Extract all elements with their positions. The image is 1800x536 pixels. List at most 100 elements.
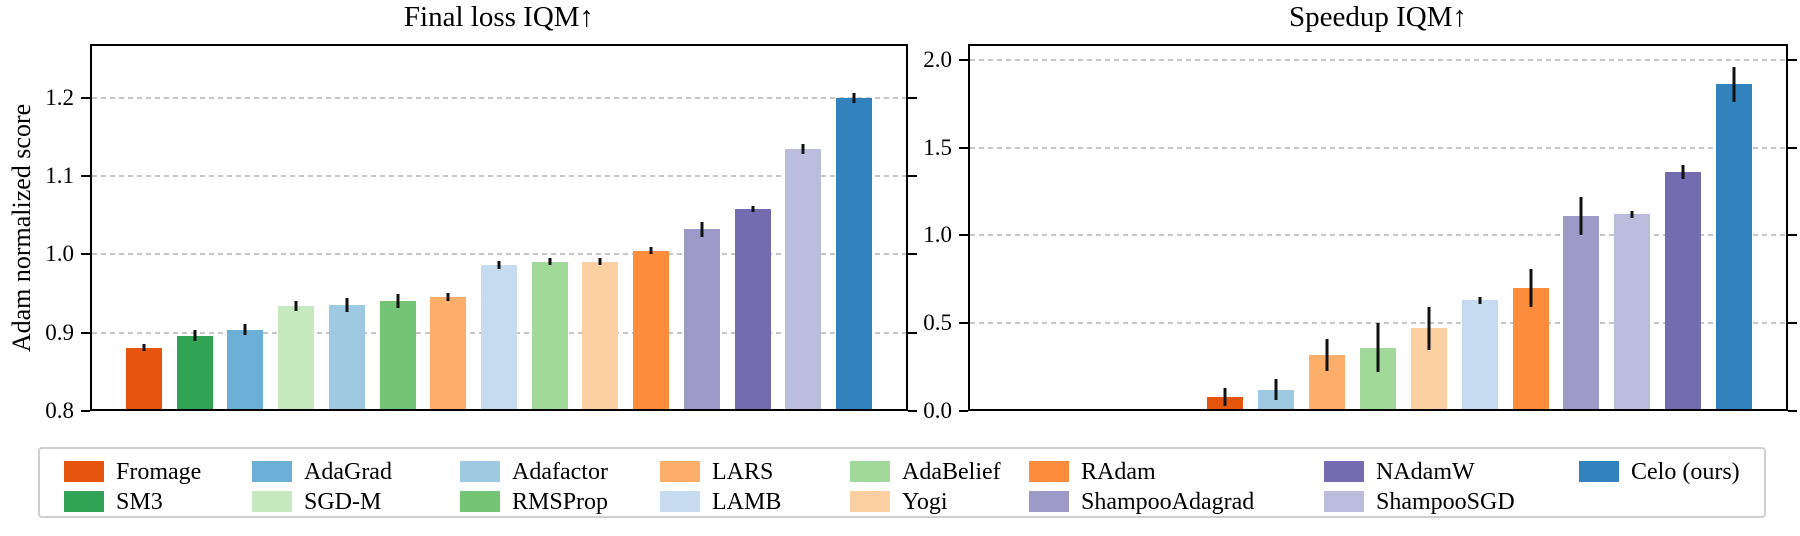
error-bar-celo-ours- (1732, 66, 1736, 102)
bar-adagrad (227, 329, 264, 409)
legend-swatch-lamb (660, 491, 700, 512)
legend-swatch-nadamw (1324, 461, 1364, 482)
legend-swatch-lars (660, 461, 700, 482)
bar-radam (633, 250, 670, 409)
chart-title-final-loss-iqm-: Final loss IQM↑ (403, 1, 595, 33)
tick-mark-right (1788, 322, 1797, 325)
error-bar-shampooadagrad (1579, 196, 1583, 236)
legend-label: LARS (712, 459, 774, 485)
legend-label: Yogi (902, 489, 948, 515)
legend-swatch-shampooadagrad (1029, 491, 1069, 512)
bar-lamb (481, 264, 517, 409)
chart-title-speedup-iqm-: Speedup IQM↑ (1288, 1, 1468, 33)
y-tick-label: 0.9 (45, 319, 74, 345)
legend-label: SGD-M (304, 489, 382, 515)
error-bar-lamb (1478, 296, 1482, 304)
error-bar-adabelief (1376, 323, 1380, 373)
legend-label: ShampooSGD (1376, 489, 1515, 515)
legend-swatch-fromage (64, 461, 104, 482)
error-bar-fromage (1223, 388, 1227, 406)
legend-swatch-adafactor (460, 461, 500, 482)
gridline (970, 234, 1786, 237)
error-bar-shampooadagrad (700, 221, 704, 238)
error-bar-nadamw (751, 205, 755, 213)
bar-shampoosgd (1614, 214, 1651, 409)
bar-rmsprop (379, 300, 416, 409)
bar-radam (1512, 288, 1549, 409)
bar-sm3 (176, 335, 213, 409)
error-bar-lars (446, 292, 450, 301)
tick-mark-left (81, 331, 90, 334)
error-bar-yogi (1427, 307, 1431, 350)
legend-label: Celo (ours) (1631, 459, 1740, 485)
gridline (970, 58, 1786, 61)
legend-label: RMSProp (512, 489, 609, 515)
y-tick-label: 1.1 (45, 163, 74, 189)
tick-mark-right (1788, 234, 1797, 237)
legend-label: AdaBelief (902, 459, 1001, 485)
legend-swatch-yogi (850, 491, 890, 512)
y-tick-label: 1.0 (923, 222, 952, 248)
gridline (970, 146, 1786, 149)
bar-fromage (126, 347, 162, 409)
legend-label: NAdamW (1376, 459, 1475, 485)
bar-adabelief (531, 261, 568, 409)
error-bar-lars (1325, 339, 1329, 371)
error-bar-adafactor (345, 298, 349, 313)
legend-swatch-rmsprop (460, 491, 500, 512)
bar-celo-ours- (1716, 84, 1752, 409)
error-bar-rmsprop (396, 293, 400, 308)
tick-mark-right (908, 175, 917, 178)
error-bar-lamb (497, 260, 501, 269)
error-bar-fromage (142, 344, 146, 351)
error-bar-adagrad (243, 324, 247, 336)
bar-yogi (582, 261, 619, 409)
error-bar-nadamw (1681, 165, 1685, 180)
tick-mark-right (908, 410, 917, 412)
bar-lars (430, 296, 467, 409)
tick-mark-left (959, 322, 968, 325)
error-bar-yogi (598, 258, 602, 265)
y-tick-label: 0.0 (923, 398, 952, 423)
legend-label: RAdam (1081, 459, 1156, 485)
legend: Fromage SM3 AdaGrad SGD-M Adafactor RMSProp LA… (38, 447, 1766, 518)
tick-mark-right (908, 331, 917, 334)
tick-mark-right (1788, 146, 1797, 149)
y-tick-label: 0.8 (45, 398, 74, 423)
legend-swatch-celo-ours- (1579, 461, 1619, 482)
error-bar-sm3 (193, 330, 197, 342)
tick-mark-right (1788, 58, 1797, 61)
tick-mark-left (959, 234, 968, 237)
tick-mark-left (81, 410, 90, 412)
legend-label: SM3 (116, 489, 163, 515)
bar-shampoosgd (785, 148, 822, 409)
legend-label: AdaGrad (304, 459, 392, 485)
gridline (92, 175, 906, 178)
error-bar-adabelief (548, 257, 552, 266)
tick-mark-left (81, 175, 90, 178)
bar-sgd-m (278, 306, 315, 409)
y-tick-label: 1.5 (923, 134, 952, 160)
legend-label: Fromage (116, 459, 202, 485)
legend-swatch-shampoosgd (1324, 491, 1364, 512)
y-tick-label: 2.0 (923, 46, 952, 72)
legend-swatch-sgd-m (252, 491, 292, 512)
error-bar-radam (649, 246, 653, 255)
bar-adafactor (328, 305, 365, 409)
tick-mark-right (908, 253, 917, 256)
legend-swatch-adagrad (252, 461, 292, 482)
bar-shampooadagrad (1563, 216, 1600, 409)
y-tick-label: 0.5 (923, 310, 952, 336)
y-tick-label: 1.2 (45, 84, 74, 110)
tick-mark-left (959, 410, 968, 412)
gridline (92, 253, 906, 256)
tick-mark-left (81, 96, 90, 99)
error-bar-shampoosgd (801, 144, 805, 154)
legend-label: ShampooAdagrad (1081, 489, 1255, 515)
legend-swatch-sm3 (64, 491, 104, 512)
error-bar-celo-ours- (852, 92, 856, 104)
legend-swatch-adabelief (850, 461, 890, 482)
tick-mark-left (81, 253, 90, 256)
tick-mark-right (1788, 410, 1797, 412)
